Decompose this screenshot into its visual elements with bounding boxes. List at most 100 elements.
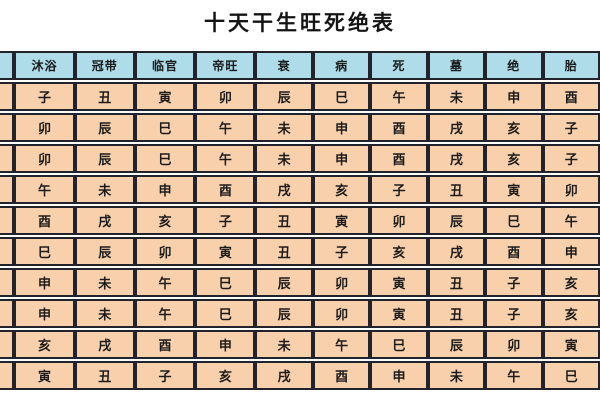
table-cell: 亥: [134, 206, 196, 235]
column-header: 胎: [542, 51, 600, 80]
table-cell: 辰: [427, 330, 486, 359]
table-cell: 子: [0, 330, 15, 359]
table-cell: 丑: [255, 206, 313, 235]
table-row: 酉申未午巳辰卯寅丑子亥: [0, 299, 600, 328]
page-title: 十天干生旺死绝表: [204, 11, 396, 35]
table-cell: 戌: [74, 330, 135, 359]
table-cell: 戌: [427, 144, 486, 173]
table-cell: 寅: [312, 206, 371, 235]
table-cell: 午: [134, 268, 196, 297]
column-header: 冠带: [74, 51, 135, 80]
table-cell: 酉: [14, 206, 75, 235]
table-cell: 未: [255, 144, 313, 173]
table-cell: 辰: [74, 144, 135, 173]
table-cell: 亥: [312, 175, 371, 204]
table-cell: 未: [74, 175, 135, 204]
column-header: 衰: [255, 51, 313, 80]
table-cell: 卯: [195, 82, 256, 111]
table-cell: 子: [485, 268, 543, 297]
table-cell: 辰: [255, 82, 313, 111]
table-cell: 卯: [485, 330, 543, 359]
table-cell: 酉: [370, 113, 428, 142]
table-cell: 辰: [255, 299, 313, 328]
table-cell: 寅: [370, 299, 428, 328]
table-cell: 丑: [427, 299, 486, 328]
table-cell: 午: [14, 175, 75, 204]
table-cell: 卯: [14, 113, 75, 142]
column-header: 绝: [485, 51, 543, 80]
table-cell: 卯: [542, 175, 600, 204]
table-cell: 戌: [427, 113, 486, 142]
table-cell: 丑: [427, 175, 486, 204]
table-row: 巳午未申酉戌亥子丑寅卯: [0, 175, 600, 204]
table-cell: 辰: [74, 237, 135, 266]
table-cell: 子: [195, 206, 256, 235]
table-cell: 申: [134, 175, 196, 204]
header-row: 长生沐浴冠带临官帝旺衰病死墓绝胎: [0, 51, 600, 80]
table-cell: 巳: [14, 237, 75, 266]
table-cell: 寅: [370, 268, 428, 297]
table-cell: 子: [542, 113, 600, 142]
table-cell: 卯: [312, 299, 371, 328]
table-cell: 丑: [74, 82, 135, 111]
table-cell: 巳: [485, 206, 543, 235]
table-cell: 巳: [370, 330, 428, 359]
table-cell: 戌: [255, 361, 313, 390]
table-cell: 申: [312, 113, 371, 142]
column-header: 病: [312, 51, 371, 80]
table-cell: 亥: [370, 237, 428, 266]
table-cell: 巳: [542, 361, 600, 390]
table-cell: 寅: [134, 82, 196, 111]
table-row: 寅卯辰巳午未申酉戌亥子: [0, 113, 600, 142]
table-cell: 辰: [427, 206, 486, 235]
table-row: 酉申未午巳辰卯寅丑子亥: [0, 268, 600, 297]
table-cell: 酉: [312, 361, 371, 390]
table-cell: 酉: [0, 268, 15, 297]
table-cell: 寅: [0, 144, 15, 173]
table-cell: 申: [14, 299, 75, 328]
table-cell: 酉: [485, 237, 543, 266]
table-cell: 卯: [14, 144, 75, 173]
table-cell: 亥: [485, 113, 543, 142]
table-container: 长生沐浴冠带临官帝旺衰病死墓绝胎 亥子丑寅卯辰巳午未申酉寅卯辰巳午未申酉戌亥子寅…: [0, 49, 600, 392]
table-cell: 子: [485, 299, 543, 328]
table-cell: 亥: [542, 299, 600, 328]
table-cell: 巳: [134, 113, 196, 142]
table-cell: 亥: [0, 82, 15, 111]
table-cell: 巳: [134, 144, 196, 173]
table-cell: 卯: [370, 206, 428, 235]
table-cell: 酉: [0, 299, 15, 328]
table-cell: 丑: [427, 268, 486, 297]
table-cell: 戌: [74, 206, 135, 235]
table-cell: 子: [542, 144, 600, 173]
table-cell: 丑: [74, 361, 135, 390]
table-cell: 子: [312, 237, 371, 266]
column-header: 帝旺: [195, 51, 256, 80]
table-cell: 酉: [370, 144, 428, 173]
table-cell: 午: [312, 330, 371, 359]
column-header: 长生: [0, 51, 15, 80]
table-cell: 未: [255, 113, 313, 142]
table-row: 子亥戌酉申未午巳辰卯寅: [0, 330, 600, 359]
table-cell: 申: [542, 237, 600, 266]
table-row: 寅卯辰巳午未申酉戌亥子: [0, 144, 600, 173]
column-header: 死: [370, 51, 428, 80]
table-cell: 午: [134, 299, 196, 328]
table-cell: 申: [370, 361, 428, 390]
table-cell: 未: [427, 82, 486, 111]
table-cell: 未: [427, 361, 486, 390]
table-cell: 酉: [542, 82, 600, 111]
table-cell: 戌: [255, 175, 313, 204]
table-cell: 未: [74, 299, 135, 328]
table-row: 亥子丑寅卯辰巳午未申酉: [0, 82, 600, 111]
table-cell: 巳: [312, 82, 371, 111]
table-cell: 午: [195, 144, 256, 173]
table-cell: 亥: [485, 144, 543, 173]
table-cell: 午: [485, 361, 543, 390]
table-cell: 寅: [542, 330, 600, 359]
table-cell: 未: [255, 330, 313, 359]
table-cell: 辰: [74, 113, 135, 142]
column-header: 墓: [427, 51, 486, 80]
table-cell: 丑: [255, 237, 313, 266]
